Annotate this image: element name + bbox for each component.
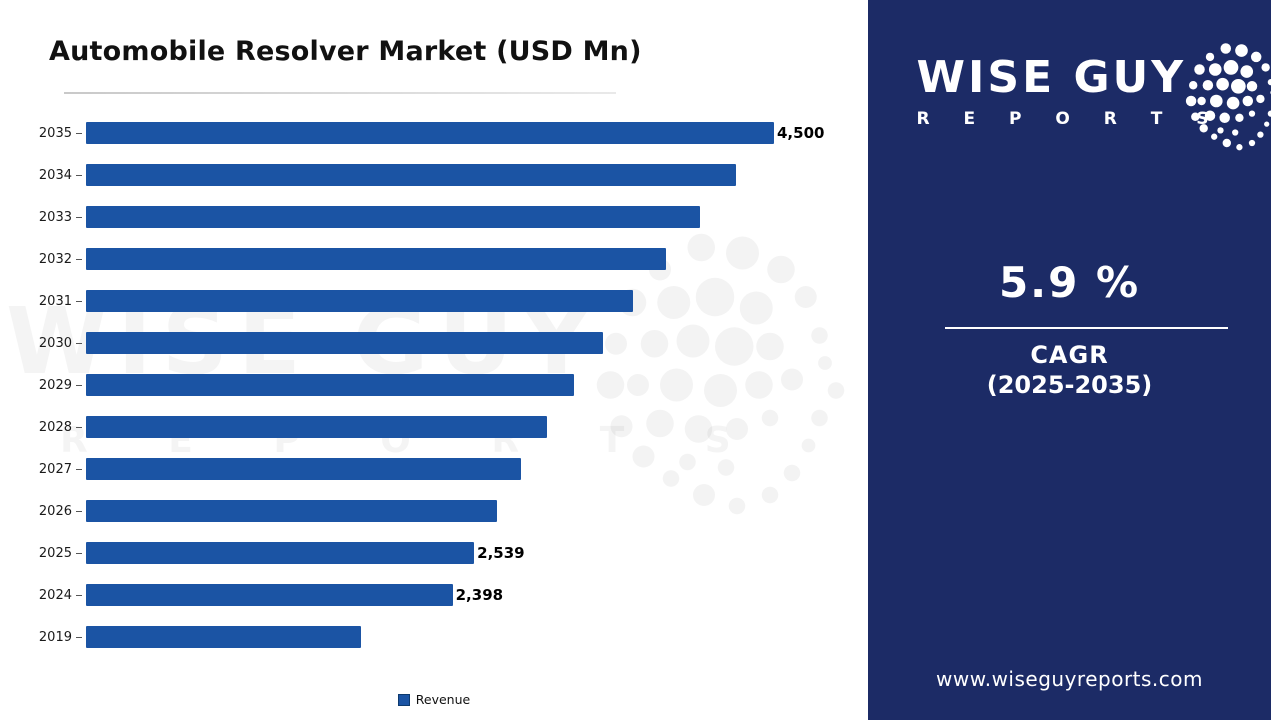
bar-track — [86, 290, 774, 312]
axis-tick-mark — [76, 300, 82, 302]
revenue-bar-2019 — [86, 626, 362, 648]
revenue-bar-2025: 2,539 — [86, 542, 525, 564]
y-axis-tick-label: 2031 — [38, 293, 72, 309]
chart-row-2035: 2035 4,500 — [0, 112, 868, 154]
website-link[interactable]: www.wiseguyreports.com — [935, 667, 1203, 691]
bar-data-label: 2,398 — [455, 586, 504, 604]
bar-track: 2,398 — [86, 584, 774, 606]
chart-row-2027: 2027 — [0, 448, 868, 490]
y-axis-tick-label: 2029 — [38, 377, 72, 393]
revenue-bar-2035: 4,500 — [86, 122, 824, 144]
revenue-bar-2024: 2,398 — [86, 584, 503, 606]
revenue-bar-2030 — [86, 332, 604, 354]
chart-row-2034: 2034 — [0, 154, 868, 196]
chart-panel: WISE GUY R E P O R T S Automobile Resolv… — [0, 36, 870, 707]
bar-track: 2,539 — [86, 542, 774, 564]
axis-tick-mark — [76, 510, 82, 512]
y-axis-tick-label: 2028 — [38, 419, 72, 435]
bar-track — [86, 206, 774, 228]
y-axis-tick-label: 2019 — [38, 629, 72, 645]
axis-tick-mark — [76, 552, 82, 554]
axis-tick-mark — [76, 132, 82, 134]
chart-row-2033: 2033 — [0, 196, 868, 238]
axis-tick-mark — [76, 342, 82, 344]
chart-row-2031: 2031 — [0, 280, 868, 322]
y-axis-tick-label: 2035 — [38, 125, 72, 141]
bar-chart: 2035 4,500 2034 2033 2032 2031 2030 2029 2028 202… — [0, 112, 868, 658]
cagr-value: 5.9 % — [998, 258, 1141, 307]
chart-row-2028: 2028 — [0, 406, 868, 448]
legend-label-revenue: Revenue — [415, 692, 471, 707]
chart-row-2026: 2026 — [0, 490, 868, 532]
axis-tick-mark — [76, 426, 82, 428]
y-axis-tick-label: 2026 — [38, 503, 72, 519]
bar-track — [86, 500, 774, 522]
chart-row-2029: 2029 — [0, 364, 868, 406]
chart-row-2030: 2030 — [0, 322, 868, 364]
chart-row-2032: 2032 — [0, 238, 868, 280]
wiseguy-logo: WISE GUY R E P O R T S — [868, 43, 1271, 151]
bar-track — [86, 164, 774, 186]
bar-track — [86, 248, 774, 270]
watermark-head-logo — [560, 220, 870, 550]
logo-text-wiseguy: WISE GUY — [916, 52, 1187, 103]
bar-track — [86, 416, 774, 438]
y-axis-tick-label: 2033 — [38, 209, 72, 225]
chart-row-2019: 2019 — [0, 616, 868, 658]
axis-tick-mark — [76, 258, 82, 260]
info-panel: WISE GUY R E P O R T S — [868, 0, 1271, 720]
revenue-bar-2027 — [86, 458, 522, 480]
revenue-bar-2034 — [86, 164, 737, 186]
chart-row-2025: 2025 2,539 — [0, 532, 868, 574]
dotted-head-icon — [1171, 38, 1271, 164]
axis-tick-mark — [76, 216, 82, 218]
bar-data-label: 2,539 — [477, 544, 525, 562]
y-axis-tick-label: 2024 — [38, 587, 72, 603]
cagr-period: (2025-2035) — [986, 371, 1153, 399]
bar-track: 4,500 — [86, 122, 824, 144]
revenue-bar-2026 — [86, 500, 498, 522]
axis-tick-mark — [76, 384, 82, 386]
cagr-divider — [945, 327, 1228, 329]
bar-track — [86, 458, 774, 480]
legend-item-revenue: Revenue — [397, 692, 471, 707]
y-axis-tick-label: 2027 — [38, 461, 72, 477]
y-axis-tick-label: 2025 — [38, 545, 72, 561]
cagr-label: CAGR — [1030, 341, 1109, 369]
bar-track — [86, 374, 774, 396]
logo-text-reports: R E P O R T S — [916, 109, 1223, 129]
revenue-bar-2033 — [86, 206, 700, 228]
axis-tick-mark — [76, 594, 82, 596]
y-axis-tick-label: 2032 — [38, 251, 72, 267]
axis-tick-mark — [76, 468, 82, 470]
title-divider — [64, 92, 616, 94]
y-axis-tick-label: 2030 — [38, 335, 72, 351]
revenue-bar-2029 — [86, 374, 575, 396]
revenue-bar-2028 — [86, 416, 547, 438]
bar-track — [86, 332, 774, 354]
chart-title: Automobile Resolver Market (USD Mn) — [49, 36, 642, 67]
legend-swatch-revenue — [397, 693, 410, 706]
chart-legend: Revenue — [0, 692, 868, 707]
chart-row-2024: 2024 2,398 — [0, 574, 868, 616]
revenue-bar-2032 — [86, 248, 666, 270]
axis-tick-mark — [76, 636, 82, 638]
bar-data-label: 4,500 — [777, 124, 825, 142]
axis-tick-mark — [76, 174, 82, 176]
bar-track — [86, 626, 774, 648]
dotted-head-icon — [596, 233, 845, 515]
revenue-bar-2031 — [86, 290, 634, 312]
y-axis-tick-label: 2034 — [38, 167, 72, 183]
